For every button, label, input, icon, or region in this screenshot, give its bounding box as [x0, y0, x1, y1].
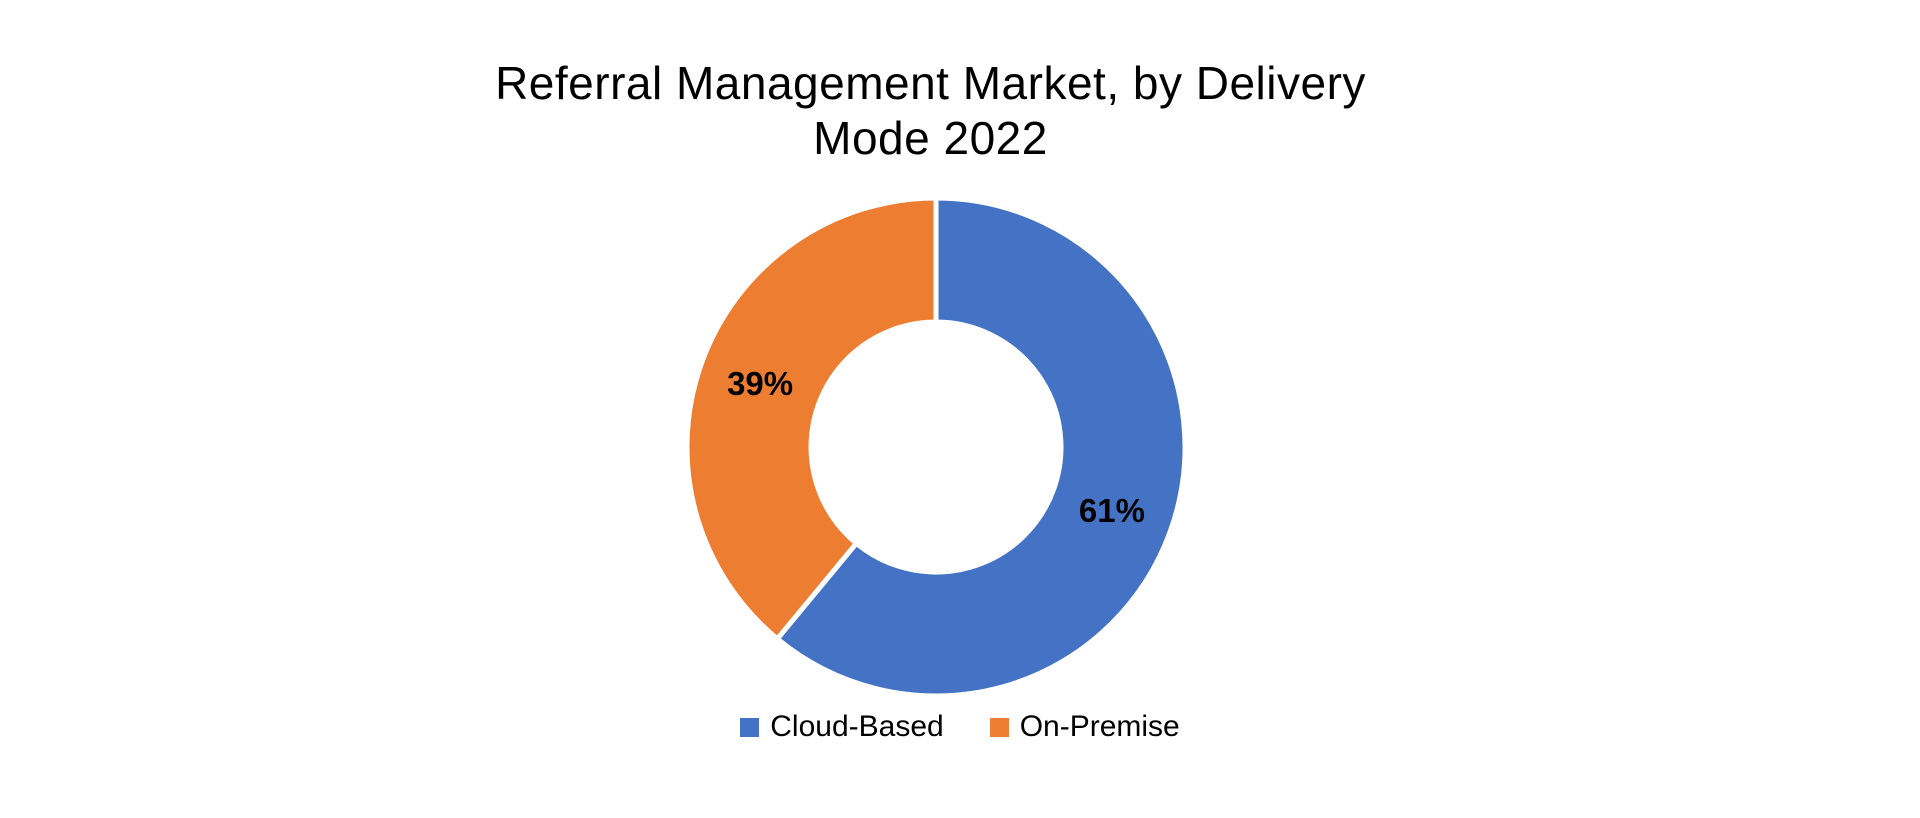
pie-slice-cloud-based — [774, 197, 1186, 697]
pie-slice-on-premise — [686, 197, 939, 642]
legend-label-cloud-based: Cloud-Based — [770, 710, 944, 743]
donut-chart: 61% 39% — [686, 197, 1186, 697]
legend-item-on-premise: On-Premise — [989, 709, 1180, 745]
legend-item-cloud-based: Cloud-Based — [740, 709, 944, 745]
legend-label-on-premise: On-Premise — [1019, 710, 1180, 743]
data-label-on-premise: 39% — [727, 365, 793, 402]
data-label-cloud-based: 61% — [1079, 492, 1145, 529]
legend-swatch-cloud-based-icon — [740, 717, 760, 737]
chart-title-line2: Mode 2022 — [813, 112, 1048, 164]
legend-swatch-on-premise-icon — [989, 717, 1009, 737]
chart-title-line1: Referral Management Market, by Delivery — [495, 57, 1366, 109]
chart-title: Referral Management Market, by Delivery … — [428, 56, 1433, 166]
legend: Cloud-Based On-Premise — [0, 709, 1920, 745]
